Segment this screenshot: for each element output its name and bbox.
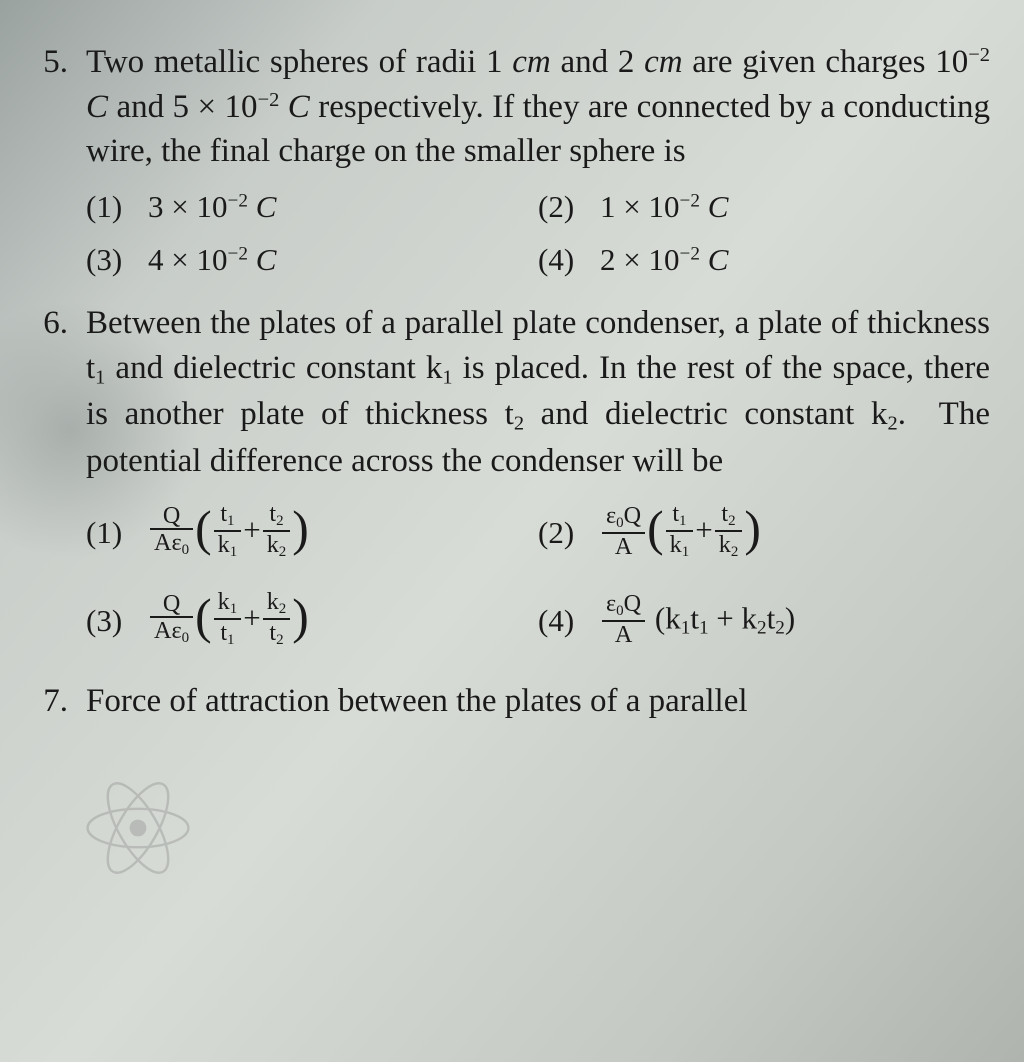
option-value: 3 × 10−2 C — [148, 186, 276, 228]
question-6-options: (1) QAε0(t1k1+t2k2) (2) ε0QA(t1k1+t2k2) … — [86, 489, 990, 665]
option-number: (2) — [538, 512, 600, 554]
question-number: 5. — [12, 40, 86, 85]
option-number: (4) — [538, 600, 600, 642]
question-number: 7. — [12, 679, 86, 724]
option-value: ε0QA (k1t1 + k2t2) — [600, 593, 795, 649]
page: 5. Two metallic spheres of radii 1 cm an… — [0, 0, 1024, 723]
option-number: (2) — [538, 186, 600, 228]
option-value: 1 × 10−2 C — [600, 186, 728, 228]
question-6: 6. Between the plates of a parallel plat… — [12, 301, 990, 483]
option-value: 4 × 10−2 C — [148, 239, 276, 281]
question-7: 7. Force of attraction between the plate… — [12, 679, 990, 724]
option-number: (1) — [86, 512, 148, 554]
option-value: QAε0(k1t1+k2t2) — [148, 591, 309, 651]
option-1: (1) QAε0(t1k1+t2k2) — [86, 489, 538, 577]
option-4: (4) ε0QA (k1t1 + k2t2) — [538, 577, 990, 665]
atom-watermark-icon — [78, 768, 198, 888]
option-2: (2) 1 × 10−2 C — [538, 180, 990, 234]
question-text: Between the plates of a parallel plate c… — [86, 301, 990, 483]
option-3: (3) QAε0(k1t1+k2t2) — [86, 577, 538, 665]
option-number: (3) — [86, 239, 148, 281]
question-5: 5. Two metallic spheres of radii 1 cm an… — [12, 40, 990, 174]
option-3: (3) 4 × 10−2 C — [86, 233, 538, 287]
option-number: (1) — [86, 186, 148, 228]
option-1: (1) 3 × 10−2 C — [86, 180, 538, 234]
option-2: (2) ε0QA(t1k1+t2k2) — [538, 489, 990, 577]
option-value: QAε0(t1k1+t2k2) — [148, 503, 309, 563]
option-number: (3) — [86, 600, 148, 642]
question-text: Force of attraction between the plates o… — [86, 679, 990, 724]
option-value: ε0QA(t1k1+t2k2) — [600, 503, 761, 563]
question-text: Two metallic spheres of radii 1 cm and 2… — [86, 40, 990, 174]
question-5-options: (1) 3 × 10−2 C (2) 1 × 10−2 C (3) 4 × 10… — [86, 180, 990, 288]
question-number: 6. — [12, 301, 86, 346]
option-number: (4) — [538, 239, 600, 281]
option-value: 2 × 10−2 C — [600, 239, 728, 281]
option-4: (4) 2 × 10−2 C — [538, 233, 990, 287]
